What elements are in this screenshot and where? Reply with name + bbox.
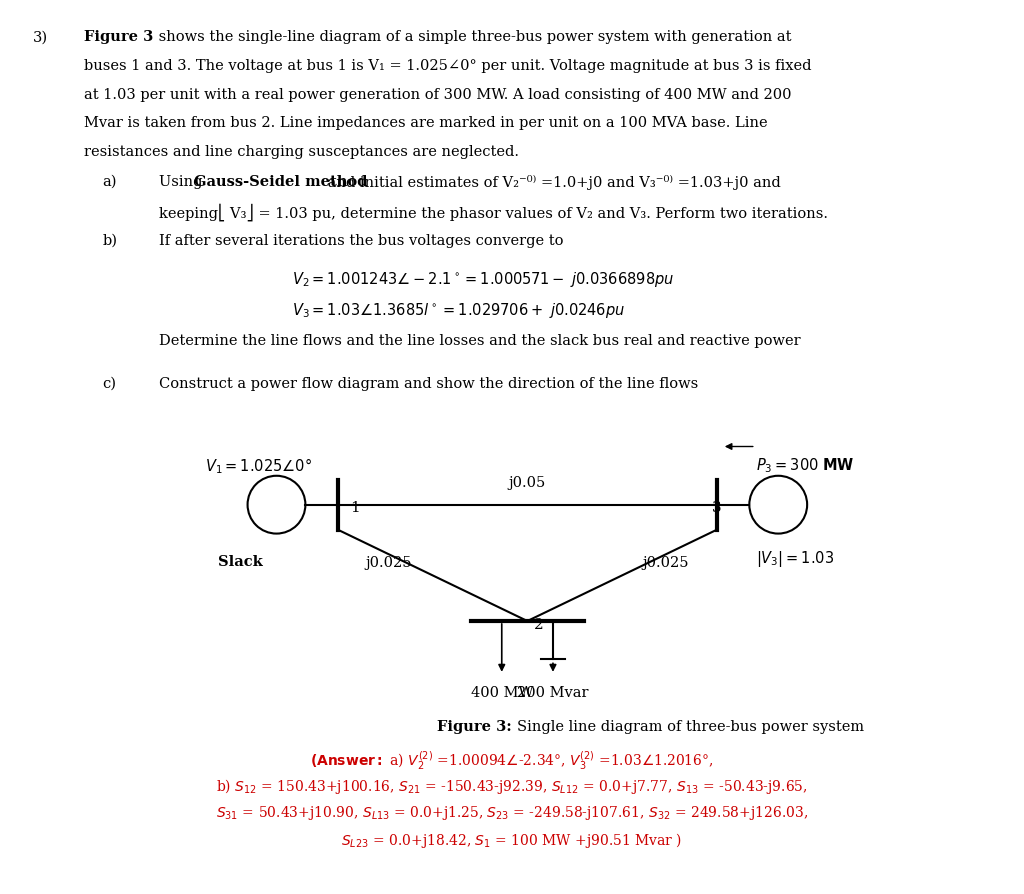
Text: at 1.03 per unit with a real power generation of 300 MW. A load consisting of 40: at 1.03 per unit with a real power gener… xyxy=(84,88,792,102)
Text: Slack: Slack xyxy=(218,554,263,569)
Text: keeping⎣ V₃⎦ = 1.03 pu, determine the phasor values of V₂ and V₃. Perform two it: keeping⎣ V₃⎦ = 1.03 pu, determine the ph… xyxy=(159,204,827,221)
Text: $|V_3| = 1.03$: $|V_3| = 1.03$ xyxy=(756,548,834,568)
Text: 2: 2 xyxy=(534,618,544,632)
Text: shows the single-line diagram of a simple three-bus power system with generation: shows the single-line diagram of a simpl… xyxy=(154,30,792,45)
Text: $V_1 = 1.025\angle 0°$: $V_1 = 1.025\angle 0°$ xyxy=(205,456,312,476)
Text: a): a) xyxy=(102,175,117,189)
Text: j0.025: j0.025 xyxy=(366,555,412,569)
Text: buses 1 and 3. The voltage at bus 1 is V₁ = 1.025∠0° per unit. Voltage magnitude: buses 1 and 3. The voltage at bus 1 is V… xyxy=(84,59,811,73)
Text: Using: Using xyxy=(159,175,207,189)
Text: $V_3 =1.03\angle 1.3685l^\circ =1.029706+\ j0.0246pu$: $V_3 =1.03\angle 1.3685l^\circ =1.029706… xyxy=(292,300,625,320)
Text: resistances and line charging susceptances are neglected.: resistances and line charging susceptanc… xyxy=(84,145,519,159)
Text: 400 MW: 400 MW xyxy=(470,686,534,700)
Text: 3: 3 xyxy=(712,501,721,515)
Text: c): c) xyxy=(102,376,117,391)
Text: $S_{L23}$ = 0.0+j18.42, $S_1$ = 100 MW +j90.51 Mvar ): $S_{L23}$ = 0.0+j18.42, $S_1$ = 100 MW +… xyxy=(341,830,683,848)
Text: $V_2 =1.001243\angle -2.1^\circ =1.000571-\ j0.0366898pu$: $V_2 =1.001243\angle -2.1^\circ =1.00057… xyxy=(292,269,674,288)
Text: If after several iterations the bus voltages converge to: If after several iterations the bus volt… xyxy=(159,233,563,248)
Text: Figure 3:: Figure 3: xyxy=(437,720,512,734)
Text: 200 Mvar: 200 Mvar xyxy=(517,686,589,700)
Text: 1: 1 xyxy=(350,501,360,515)
Text: $\mathbf{(Answer:}$ a) $V_2^{(2)}$ =1.00094$\angle$-2.34°, $V_3^{(2)}$ =1.03$\an: $\mathbf{(Answer:}$ a) $V_2^{(2)}$ =1.00… xyxy=(310,749,714,772)
Text: $P_3 = 300\ \mathbf{MW}$: $P_3 = 300\ \mathbf{MW}$ xyxy=(756,456,854,475)
Text: Determine the line flows and the line losses and the slack bus real and reactive: Determine the line flows and the line lo… xyxy=(159,333,801,348)
Text: 3): 3) xyxy=(33,30,48,45)
Text: b) $S_{12}$ = 150.43+j100.16, $S_{21}$ = -150.43-j92.39, $S_{L12}$ = 0.0+j7.77, : b) $S_{12}$ = 150.43+j100.16, $S_{21}$ =… xyxy=(216,776,808,795)
Text: Gauss-Seidel method: Gauss-Seidel method xyxy=(194,175,367,189)
Text: Mvar is taken from bus 2. Line impedances are marked in per unit on a 100 MVA ba: Mvar is taken from bus 2. Line impedance… xyxy=(84,116,768,131)
Text: Figure 3: Figure 3 xyxy=(84,30,154,45)
Text: and initial estimates of V₂⁻⁰⁾ =1.0+j0 and V₃⁻⁰⁾ =1.03+j0 and: and initial estimates of V₂⁻⁰⁾ =1.0+j0 a… xyxy=(323,175,780,190)
Text: b): b) xyxy=(102,233,118,248)
Text: j0.05: j0.05 xyxy=(509,475,546,489)
Text: $S_{31}$ = 50.43+j10.90, $S_{L13}$ = 0.0+j1.25, $S_{23}$ = -249.58-j107.61, $S_{: $S_{31}$ = 50.43+j10.90, $S_{L13}$ = 0.0… xyxy=(216,803,808,821)
Text: j0.025: j0.025 xyxy=(643,555,689,569)
Text: Construct a power flow diagram and show the direction of the line flows: Construct a power flow diagram and show … xyxy=(159,376,698,391)
Text: Single line diagram of three-bus power system: Single line diagram of three-bus power s… xyxy=(517,720,864,734)
